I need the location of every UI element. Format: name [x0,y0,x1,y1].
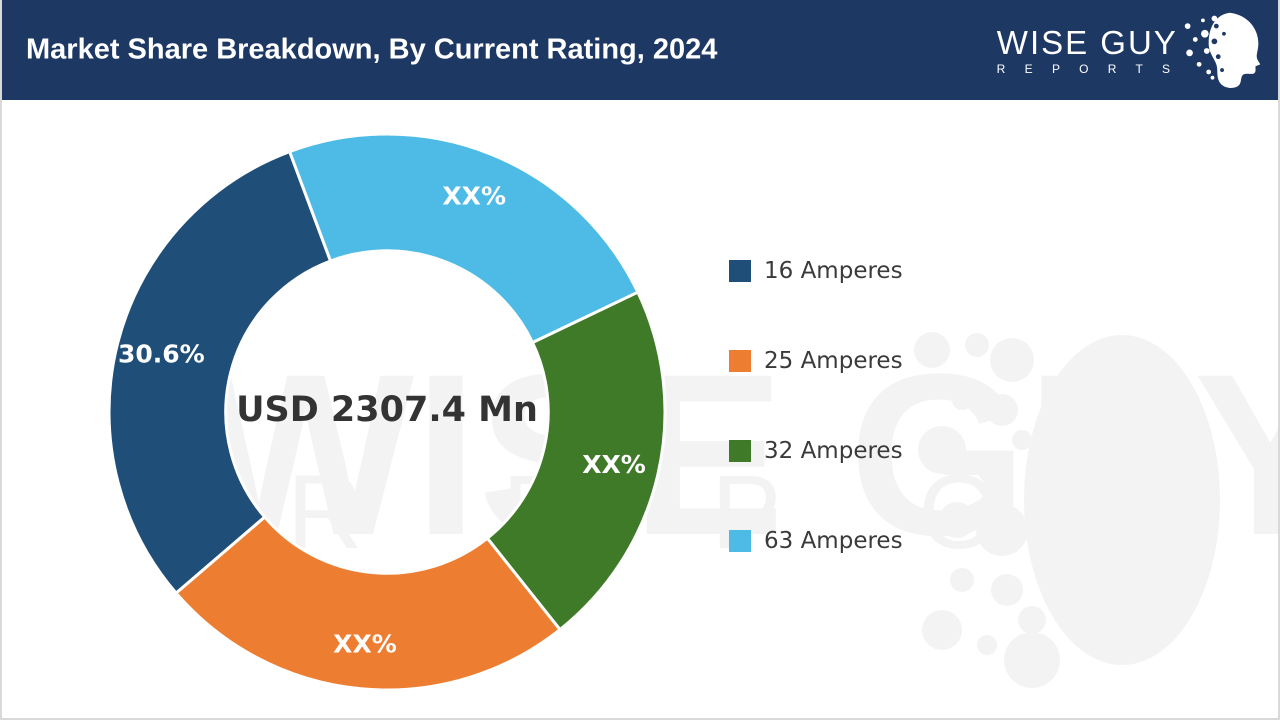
legend-item-32-amperes: 32 Amperes [729,406,903,496]
logo-wordmark: WISE GUY [996,24,1178,61]
segment-label: XX% [442,181,506,210]
legend-label: 63 Amperes [764,528,903,554]
segment-label: XX% [333,629,397,658]
legend-label: 25 Amperes [764,348,903,374]
wise-guy-logo-face-icon [1184,12,1261,88]
chart-center-value: USD 2307.4 Mn [236,390,538,430]
wise-guy-logo-text: WISE GUY R E P O R T S [997,24,1178,76]
chart-legend: 16 Amperes 25 Amperes 32 Amperes 63 Ampe… [729,226,903,586]
legend-label: 32 Amperes [764,438,903,464]
page-title: Market Share Breakdown, By Current Ratin… [26,33,718,66]
watermark-face-icon [914,332,1220,688]
legend-item-25-amperes: 25 Amperes [729,316,903,406]
logo-subtitle: R E P O R T S [996,62,1178,76]
legend-swatch-icon [729,260,751,282]
legend-item-16-amperes: 16 Amperes [729,226,903,316]
donut-chart: 30.6% XX% XX% XX% [107,132,667,692]
legend-label: 16 Amperes [764,258,903,284]
donut-segment-32-amperes [485,290,667,632]
legend-item-63-amperes: 63 Amperes [729,496,903,586]
donut-segment-63-amperes [287,132,640,345]
segment-label: 30.6% [118,339,205,368]
legend-swatch-icon [729,350,751,372]
donut-segment-16-amperes [107,149,333,596]
legend-swatch-icon [729,440,751,462]
legend-swatch-icon [729,530,751,552]
donut-segment-25-amperes [173,514,563,692]
wise-guy-logo: WISE GUY R E P O R T S [997,6,1266,94]
header-bar: Market Share Breakdown, By Current Ratin… [2,0,1278,100]
segment-label: XX% [582,450,646,479]
chart-canvas: WISE GUY R E P O R T S [2,100,1278,718]
